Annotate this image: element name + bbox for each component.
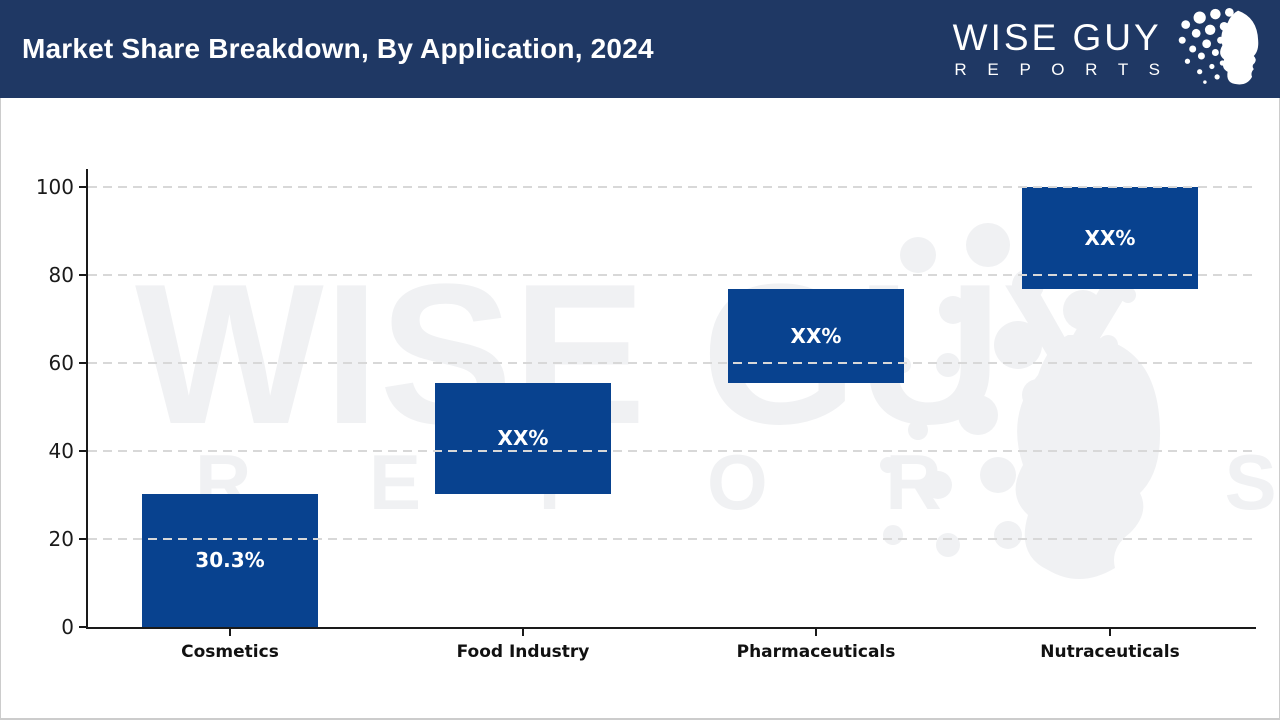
gridline-20 — [88, 538, 1256, 540]
bar-food-industry — [435, 383, 611, 494]
gridline-40 — [88, 450, 1256, 452]
x-axis-category-label: Nutraceuticals — [1040, 642, 1180, 662]
y-axis-tick-mark — [79, 362, 86, 364]
x-axis-line — [86, 627, 1256, 629]
x-axis-category-label: Food Industry — [456, 642, 590, 662]
y-axis-tick-mark — [79, 186, 86, 188]
y-axis-tick-label: 40 — [48, 439, 74, 463]
page-title: Market Share Breakdown, By Application, … — [22, 33, 654, 64]
logo-face-icon — [1178, 7, 1259, 85]
x-axis-category-label: Cosmetics — [181, 642, 279, 662]
x-axis-category-label: Pharmaceuticals — [736, 642, 896, 662]
logo-wordmark: WISE GUY R E P O R T S — [946, 18, 1168, 80]
y-axis-tick-mark — [79, 274, 86, 276]
y-axis-line — [86, 169, 88, 627]
gridline-100 — [88, 186, 1256, 188]
wise-guy-logo: WISE GUY R E P O R T S — [946, 4, 1266, 94]
y-axis-tick-mark — [79, 450, 86, 452]
logo-wordmark-line2: R E P O R T S — [954, 60, 1168, 79]
y-axis-tick-label: 80 — [48, 263, 74, 287]
bar-pharmaceuticals — [728, 289, 904, 384]
bar-value-label: XX% — [1084, 226, 1136, 251]
bar-value-label: XX% — [790, 324, 842, 349]
x-axis-tick-mark — [1109, 629, 1111, 636]
header: Market Share Breakdown, By Application, … — [0, 0, 1280, 98]
logo-wordmark-line1: WISE GUY — [952, 17, 1162, 58]
y-axis-tick-label: 60 — [48, 351, 74, 375]
bar-nutraceuticals — [1022, 187, 1198, 290]
gridline-60 — [88, 362, 1256, 364]
bar-cosmetics — [142, 493, 318, 627]
x-axis-tick-mark — [815, 629, 817, 636]
y-axis-tick-label: 0 — [61, 615, 74, 639]
y-axis-tick-label: 100 — [35, 175, 74, 199]
y-axis-tick-mark — [79, 538, 86, 540]
y-axis-tick-label: 20 — [48, 527, 74, 551]
gridline-80 — [88, 274, 1256, 276]
x-axis-tick-mark — [522, 629, 524, 636]
y-axis-tick-mark — [79, 626, 86, 628]
bar-value-label: XX% — [497, 426, 549, 451]
bar-value-label: 30.3% — [195, 548, 265, 573]
x-axis-tick-mark — [229, 629, 231, 636]
